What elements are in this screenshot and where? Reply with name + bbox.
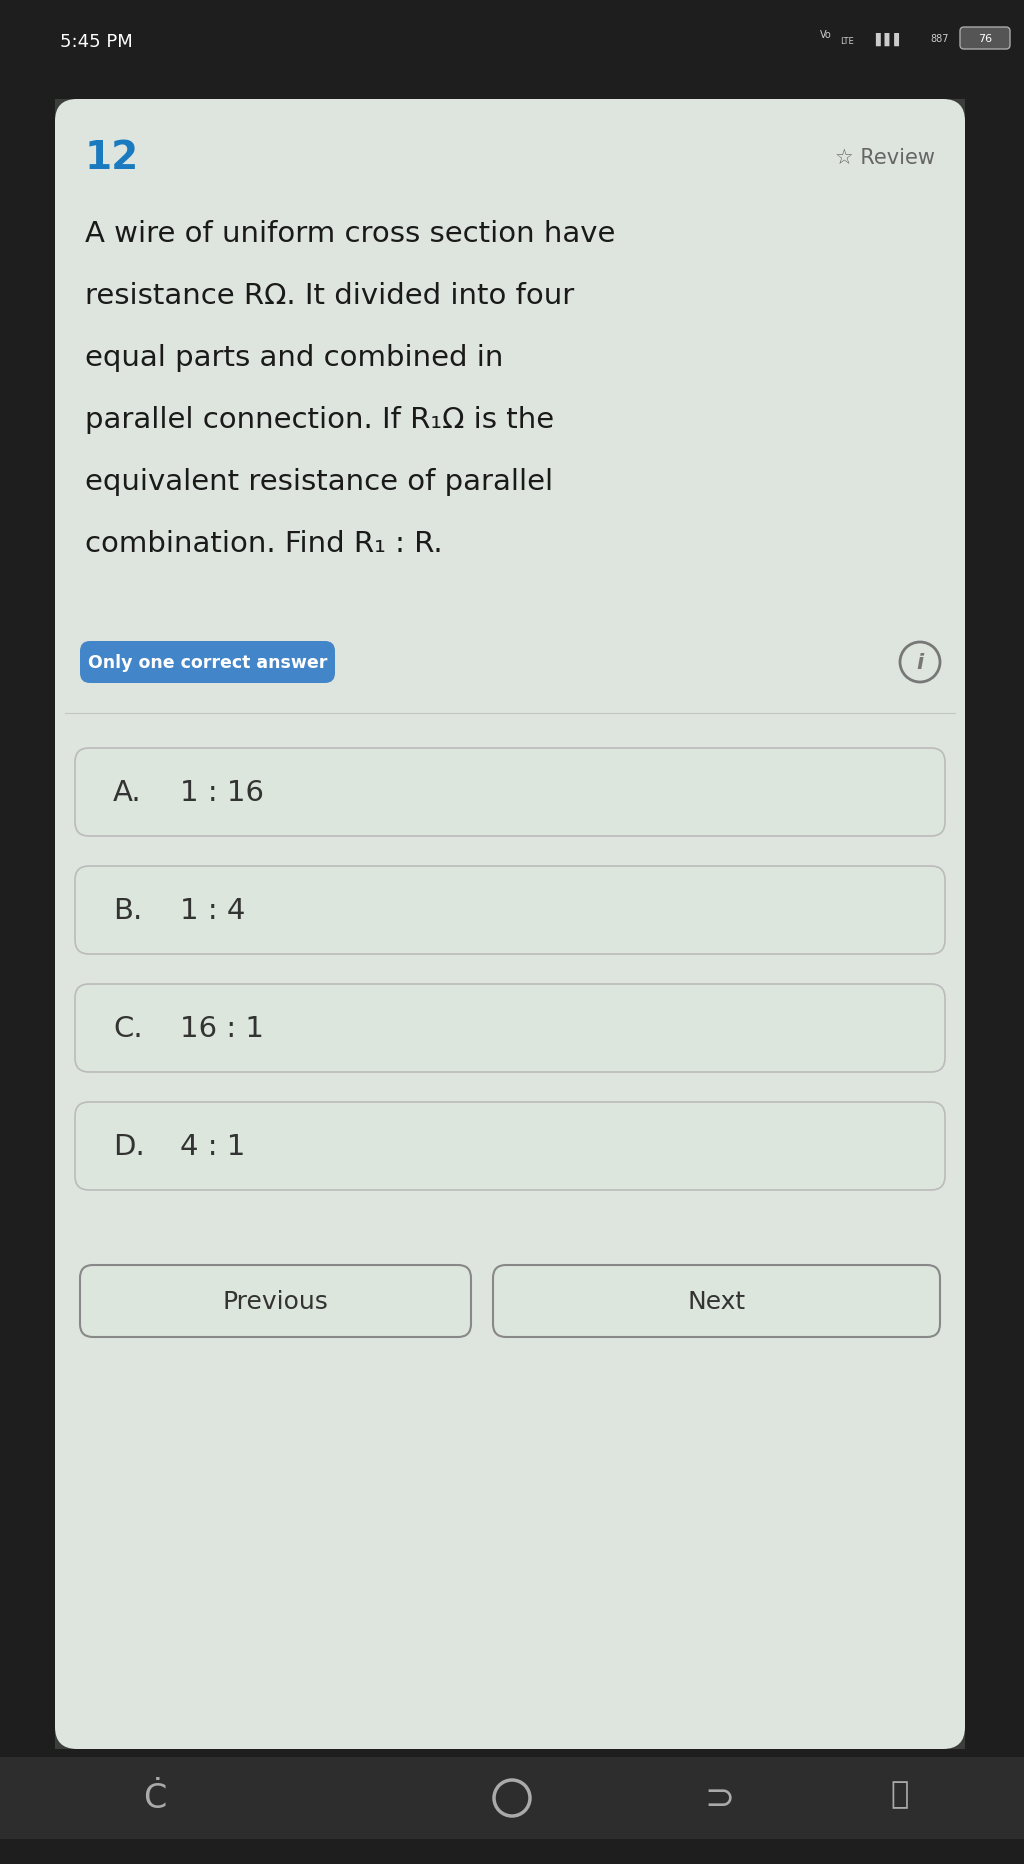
Text: Only one correct answer: Only one correct answer [88,654,328,671]
Text: B.: B. [113,897,142,925]
Text: parallel connection. If R₁Ω is the: parallel connection. If R₁Ω is the [85,406,554,434]
Text: ▌▌▌: ▌▌▌ [874,32,904,45]
FancyBboxPatch shape [75,1102,945,1191]
Text: ⊃: ⊃ [705,1780,735,1816]
Text: 12: 12 [85,140,139,177]
Text: 4 : 1: 4 : 1 [180,1133,246,1161]
Text: Vo: Vo [820,30,831,39]
Text: 1 : 16: 1 : 16 [180,779,264,807]
Text: Next: Next [687,1290,745,1314]
Text: equal parts and combined in: equal parts and combined in [85,343,504,371]
Text: resistance RΩ. It divided into four: resistance RΩ. It divided into four [85,281,574,309]
FancyBboxPatch shape [75,749,945,837]
FancyBboxPatch shape [75,984,945,1072]
FancyBboxPatch shape [961,28,1010,50]
FancyBboxPatch shape [493,1266,940,1336]
FancyBboxPatch shape [75,867,945,954]
Text: 76: 76 [978,34,992,45]
FancyBboxPatch shape [55,101,965,1748]
Text: i: i [916,652,924,673]
FancyBboxPatch shape [80,1266,471,1336]
Bar [0,1758,1024,1840]
Text: 5:45 PM: 5:45 PM [60,34,133,50]
Text: LTE: LTE [840,37,854,47]
Text: ☆ Review: ☆ Review [835,147,935,168]
Text: ⚹: ⚹ [891,1780,909,1808]
Text: A wire of uniform cross section have: A wire of uniform cross section have [85,220,615,248]
FancyBboxPatch shape [80,641,335,684]
Text: equivalent resistance of parallel: equivalent resistance of parallel [85,468,553,496]
Text: 887: 887 [930,34,948,45]
Bar [55,101,965,1748]
Text: A.: A. [113,779,141,807]
Text: combination. Find R₁ : R.: combination. Find R₁ : R. [85,529,442,557]
Text: C.: C. [113,1014,142,1042]
Text: Previous: Previous [222,1290,329,1314]
Text: D.: D. [113,1133,144,1161]
Text: 1 : 4: 1 : 4 [180,897,246,925]
Text: Ċ: Ċ [143,1782,167,1814]
Text: 16 : 1: 16 : 1 [180,1014,264,1042]
